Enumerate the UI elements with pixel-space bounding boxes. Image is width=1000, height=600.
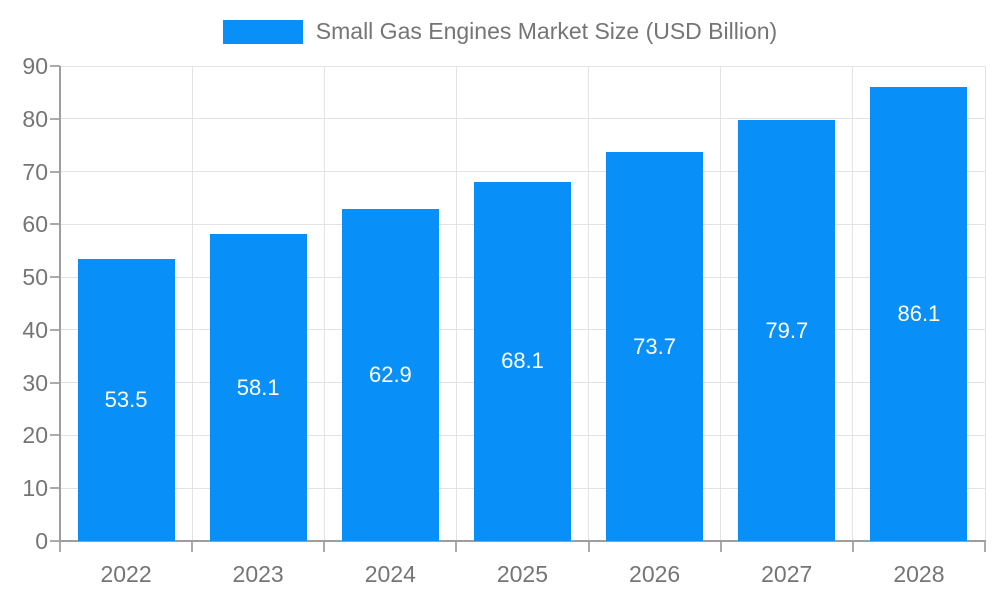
x-grid-line bbox=[588, 66, 590, 541]
y-tick bbox=[50, 223, 60, 226]
y-axis-line bbox=[59, 66, 61, 541]
bar-value-label: 53.5 bbox=[104, 386, 148, 412]
x-axis-label: 2023 bbox=[232, 561, 284, 587]
x-tick bbox=[719, 541, 722, 552]
x-tick bbox=[191, 541, 194, 552]
bar-value-label: 86.1 bbox=[897, 300, 941, 326]
y-axis-label: 60 bbox=[22, 211, 48, 238]
x-tick bbox=[587, 541, 590, 552]
x-axis-label: 2026 bbox=[629, 561, 681, 587]
y-axis-label: 90 bbox=[22, 53, 48, 79]
x-grid-line bbox=[191, 66, 193, 541]
x-grid-line bbox=[852, 66, 854, 541]
x-tick bbox=[851, 541, 854, 552]
y-axis-label: 20 bbox=[22, 422, 48, 449]
y-axis-label: 80 bbox=[22, 105, 48, 132]
bar-value-label: 58.1 bbox=[236, 374, 280, 400]
bar: 53.5 bbox=[77, 258, 175, 541]
bar: 58.1 bbox=[209, 234, 307, 541]
legend-label: Small Gas Engines Market Size (USD Billi… bbox=[315, 18, 778, 44]
x-grid-line bbox=[455, 66, 457, 541]
x-tick bbox=[59, 541, 61, 552]
y-tick bbox=[50, 381, 60, 384]
y-tick bbox=[50, 117, 60, 120]
x-axis-label: 2024 bbox=[364, 561, 416, 587]
y-tick bbox=[50, 170, 60, 173]
y-axis-label: 70 bbox=[22, 158, 48, 185]
x-grid-line bbox=[984, 66, 986, 541]
y-tick bbox=[50, 487, 60, 490]
y-axis-label: 50 bbox=[22, 264, 48, 291]
bar: 62.9 bbox=[341, 209, 439, 541]
x-tick bbox=[323, 541, 326, 552]
y-grid-line bbox=[60, 171, 985, 173]
chart-legend: Small Gas Engines Market Size (USD Billi… bbox=[0, 18, 1000, 45]
bar: 79.7 bbox=[738, 120, 836, 541]
y-tick bbox=[50, 276, 60, 279]
x-axis-line bbox=[59, 540, 986, 542]
y-grid-line bbox=[60, 118, 985, 120]
legend-swatch bbox=[222, 19, 303, 44]
x-grid-line bbox=[323, 66, 325, 541]
bar: 73.7 bbox=[606, 152, 704, 541]
bar: 86.1 bbox=[870, 86, 968, 541]
bar-value-label: 68.1 bbox=[501, 348, 544, 374]
x-axis-label: 2028 bbox=[893, 561, 945, 587]
legend-item[interactable]: Small Gas Engines Market Size (USD Billi… bbox=[222, 18, 778, 45]
x-axis-label: 2022 bbox=[100, 561, 152, 587]
bar-value-label: 73.7 bbox=[633, 333, 676, 359]
bar-value-label: 79.7 bbox=[765, 317, 809, 343]
x-axis-label: 2025 bbox=[496, 561, 549, 587]
bar-value-label: 62.9 bbox=[368, 362, 412, 387]
x-tick bbox=[984, 541, 986, 552]
y-tick bbox=[50, 540, 60, 542]
bar: 68.1 bbox=[474, 181, 571, 541]
x-tick bbox=[455, 541, 458, 552]
x-axis-label: 2027 bbox=[761, 561, 813, 587]
y-axis-label: 40 bbox=[22, 316, 48, 343]
y-grid-line bbox=[60, 65, 985, 67]
y-tick bbox=[50, 328, 60, 331]
y-tick bbox=[50, 434, 60, 437]
y-axis-label: 30 bbox=[22, 369, 48, 396]
y-tick bbox=[50, 65, 60, 67]
y-axis-label: 0 bbox=[35, 528, 48, 554]
x-grid-line bbox=[720, 66, 722, 541]
y-axis-label: 10 bbox=[22, 475, 48, 502]
